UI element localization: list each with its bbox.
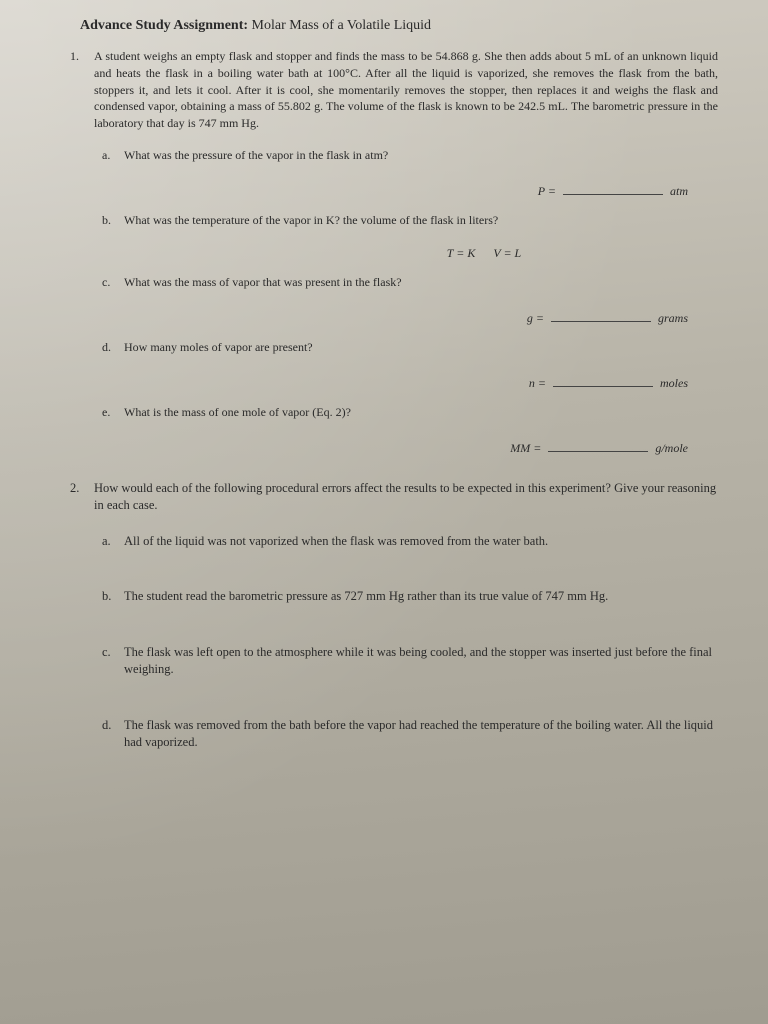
question-2: 2. How would each of the following proce…	[70, 480, 718, 515]
q1e-var: MM =	[510, 441, 541, 455]
q1c-answer: g = grams	[70, 310, 688, 326]
q1b-text: What was the temperature of the vapor in…	[124, 213, 718, 228]
q1d-var: n =	[529, 376, 546, 390]
title-bold: Advance Study Assignment:	[80, 18, 248, 33]
q1c-unit: grams	[658, 311, 688, 325]
q1a-unit: atm	[670, 184, 688, 198]
q2b-letter: b.	[102, 588, 124, 606]
q2d: d. The flask was removed from the bath b…	[102, 717, 718, 752]
q1e-text: What is the mass of one mole of vapor (E…	[124, 405, 718, 420]
q1e-unit: g/mole	[655, 441, 688, 455]
q2c-text: The flask was left open to the atmospher…	[124, 644, 718, 679]
blank-line	[551, 310, 651, 322]
q2-text: How would each of the following procedur…	[94, 480, 718, 515]
q1b-answer: T = K V = L	[70, 246, 718, 261]
q1b-letter: b.	[102, 213, 124, 228]
q2a-letter: a.	[102, 533, 124, 551]
q1e-letter: e.	[102, 405, 124, 420]
q2b: b. The student read the barometric press…	[102, 588, 718, 606]
title-rest: Molar Mass of a Volatile Liquid	[248, 18, 431, 33]
question-1: 1. A student weighs an empty flask and s…	[70, 48, 718, 132]
q1a-var: P =	[538, 184, 556, 198]
q1e-answer: MM = g/mole	[70, 440, 688, 456]
q2c: c. The flask was left open to the atmosp…	[102, 644, 718, 679]
q1c-letter: c.	[102, 275, 124, 290]
blank-line	[563, 183, 663, 195]
q1-number: 1.	[70, 48, 94, 132]
q1b-unit1: K	[467, 246, 475, 260]
q1a-text: What was the pressure of the vapor in th…	[124, 148, 718, 163]
q1b-unit2: L	[515, 246, 522, 260]
q1e: e. What is the mass of one mole of vapor…	[102, 405, 718, 420]
worksheet-page: Advance Study Assignment: Molar Mass of …	[0, 0, 768, 1024]
q2a-text: All of the liquid was not vaporized when…	[124, 533, 718, 551]
q1c-var: g =	[527, 311, 544, 325]
blank-line	[553, 375, 653, 387]
assignment-title: Advance Study Assignment: Molar Mass of …	[80, 18, 718, 34]
q1a-answer: P = atm	[70, 183, 688, 199]
q1-text: A student weighs an empty flask and stop…	[94, 48, 718, 132]
q2d-text: The flask was removed from the bath befo…	[124, 717, 718, 752]
q1d-text: How many moles of vapor are present?	[124, 340, 718, 355]
q1c-text: What was the mass of vapor that was pres…	[124, 275, 718, 290]
q1c: c. What was the mass of vapor that was p…	[102, 275, 718, 290]
q2a: a. All of the liquid was not vaporized w…	[102, 533, 718, 551]
q1a-letter: a.	[102, 148, 124, 163]
q1b: b. What was the temperature of the vapor…	[102, 213, 718, 228]
q1b-var1: T =	[447, 246, 465, 260]
q1d-unit: moles	[660, 376, 688, 390]
q2d-letter: d.	[102, 717, 124, 752]
q1a: a. What was the pressure of the vapor in…	[102, 148, 718, 163]
q1d-answer: n = moles	[70, 375, 688, 391]
q1d: d. How many moles of vapor are present?	[102, 340, 718, 355]
q2-number: 2.	[70, 480, 94, 515]
q1b-var2: V =	[493, 246, 511, 260]
q2b-text: The student read the barometric pressure…	[124, 588, 718, 606]
q1d-letter: d.	[102, 340, 124, 355]
q2c-letter: c.	[102, 644, 124, 679]
blank-line	[548, 440, 648, 452]
